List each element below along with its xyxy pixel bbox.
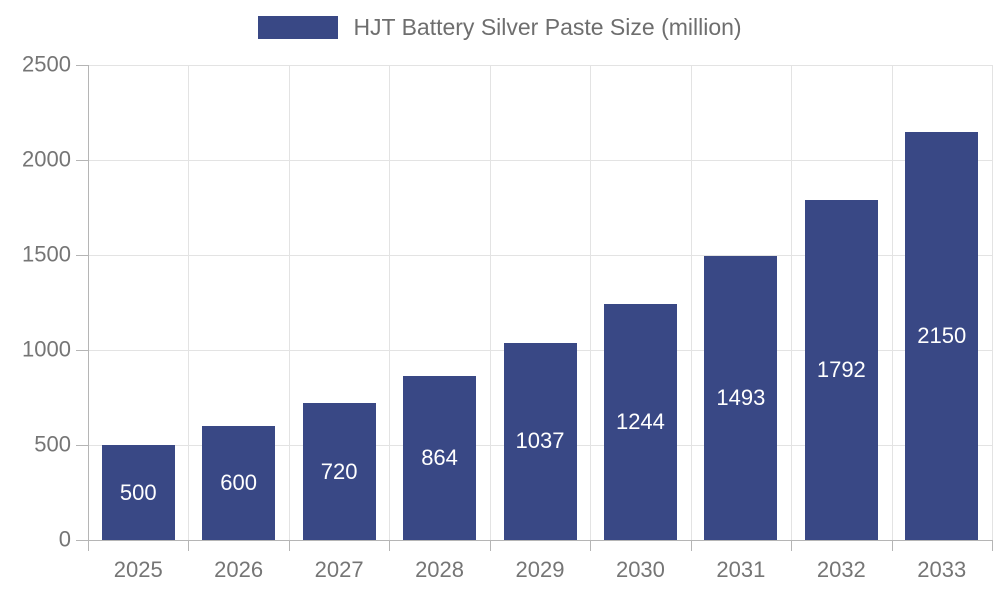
bar-value-label: 1037 bbox=[515, 428, 565, 454]
bar-2033[interactable] bbox=[905, 131, 979, 540]
x-axis-tick bbox=[992, 540, 993, 551]
x-axis-tick-label: 2025 bbox=[113, 557, 163, 582]
legend-label: HJT Battery Silver Paste Size (million) bbox=[353, 14, 742, 40]
x-axis-tick-label: 2030 bbox=[615, 557, 665, 582]
gridline-vertical bbox=[590, 65, 592, 540]
gridline-horizontal bbox=[88, 255, 992, 256]
gridline-vertical bbox=[389, 65, 391, 540]
x-axis-tick-label: 2027 bbox=[314, 557, 364, 582]
x-axis-tick-label: 2033 bbox=[917, 557, 967, 582]
y-axis-tick-label: 1500 bbox=[22, 241, 71, 267]
y-axis-tick-label: 2000 bbox=[22, 146, 71, 172]
bar-value-label: 2150 bbox=[917, 322, 967, 348]
bar-2030[interactable] bbox=[603, 303, 677, 540]
y-axis-tick-label: 2500 bbox=[22, 51, 71, 77]
x-axis-tick bbox=[590, 540, 592, 551]
bar-2032[interactable] bbox=[804, 199, 878, 540]
gridline-vertical bbox=[690, 65, 692, 540]
bar-value-label: 1792 bbox=[816, 356, 866, 382]
gridline-vertical bbox=[791, 65, 793, 540]
x-axis-tick-label: 2032 bbox=[816, 557, 866, 582]
gridline-vertical bbox=[288, 65, 290, 540]
legend[interactable]: HJT Battery Silver Paste Size (million) bbox=[0, 13, 1000, 41]
x-axis-line bbox=[88, 540, 992, 541]
y-axis-tick bbox=[76, 445, 88, 446]
bar-2031[interactable] bbox=[704, 256, 778, 540]
bar-2027[interactable] bbox=[302, 403, 376, 540]
x-axis-tick-label: 2031 bbox=[716, 557, 766, 582]
y-axis-tick bbox=[76, 65, 88, 66]
x-axis-tick bbox=[489, 540, 491, 551]
y-axis-tick bbox=[76, 350, 88, 351]
x-axis-tick bbox=[188, 540, 190, 551]
x-axis-tick bbox=[389, 540, 391, 551]
bar-value-label: 720 bbox=[320, 458, 358, 484]
bar-value-label: 864 bbox=[421, 444, 458, 470]
y-axis-tick bbox=[76, 540, 88, 541]
gridline-vertical bbox=[188, 65, 190, 540]
y-axis-tick bbox=[76, 255, 88, 256]
legend-swatch-icon bbox=[258, 15, 339, 39]
gridline-vertical bbox=[489, 65, 491, 540]
gridline-horizontal bbox=[88, 65, 992, 66]
bar-value-label: 600 bbox=[220, 470, 258, 495]
bar-2025[interactable] bbox=[101, 445, 175, 540]
bar-2026[interactable] bbox=[202, 426, 276, 540]
x-axis-tick-label: 2028 bbox=[415, 557, 465, 582]
bar-2029[interactable] bbox=[503, 342, 577, 540]
x-axis-tick bbox=[88, 540, 89, 551]
bar-value-label: 1493 bbox=[716, 385, 766, 411]
y-axis-tick-label: 0 bbox=[58, 526, 71, 552]
x-axis-tick bbox=[791, 540, 793, 551]
x-axis-tick-label: 2026 bbox=[214, 557, 264, 582]
bar-value-label: 500 bbox=[119, 479, 157, 505]
gridline-vertical bbox=[891, 65, 893, 540]
y-axis-tick-label: 1000 bbox=[22, 336, 71, 362]
x-axis-tick bbox=[690, 540, 692, 551]
x-axis-tick bbox=[891, 540, 893, 551]
gridline-horizontal bbox=[88, 160, 992, 161]
x-axis-tick bbox=[288, 540, 290, 551]
x-axis-tick-label: 2029 bbox=[515, 557, 565, 582]
bar-2028[interactable] bbox=[403, 375, 477, 540]
y-axis-tick-label: 500 bbox=[34, 431, 71, 457]
y-axis-tick bbox=[76, 160, 88, 161]
gridline-vertical bbox=[992, 65, 993, 540]
bar-value-label: 1244 bbox=[615, 408, 665, 434]
y-axis-line bbox=[88, 65, 89, 540]
